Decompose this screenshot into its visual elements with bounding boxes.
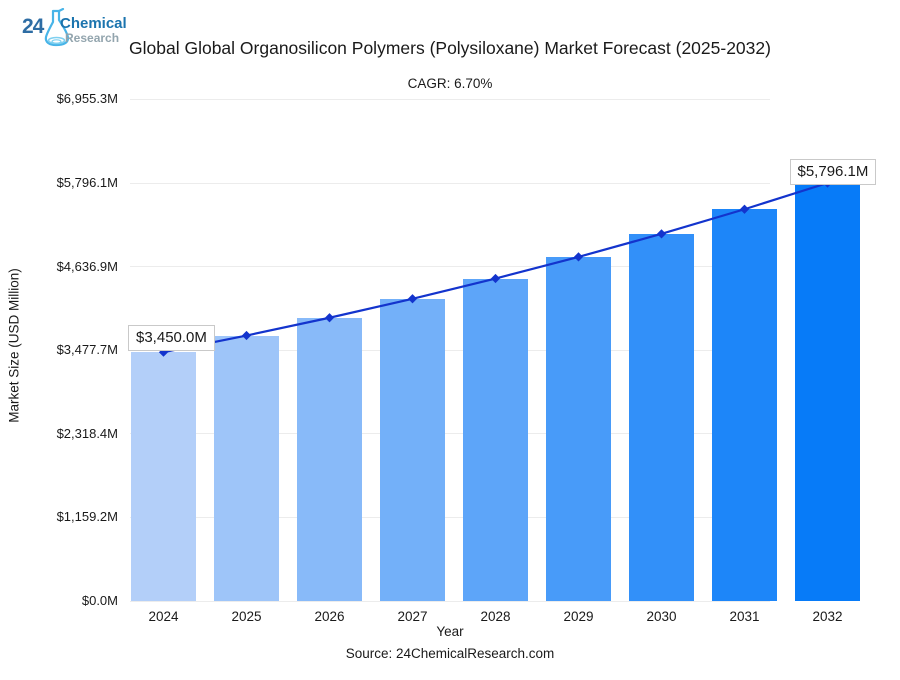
trend-line — [163, 181, 828, 354]
bar-2028 — [463, 278, 528, 601]
bar-2029 — [546, 256, 611, 601]
source-caption: Source: 24ChemicalResearch.com — [345, 646, 555, 661]
data-point-marker — [241, 330, 252, 341]
y-tick-label: $1,159.2M — [56, 509, 118, 525]
value-annotation: $5,796.1M — [789, 159, 877, 185]
grid-line — [130, 98, 770, 100]
y-tick-label: $6,955.3M — [56, 91, 118, 107]
x-tick-label: 2024 — [148, 609, 179, 624]
grid-line — [130, 266, 770, 268]
x-tick-label: 2028 — [480, 609, 511, 624]
bar-2026 — [297, 317, 362, 601]
x-tick-label: 2026 — [314, 609, 345, 624]
logo-research-text: Research — [65, 31, 120, 45]
y-tick-label: $0.0M — [81, 593, 118, 608]
grid-line — [130, 433, 770, 435]
x-tick-label: 2025 — [231, 609, 262, 624]
x-tick-label: 2029 — [563, 609, 594, 624]
data-point-marker — [407, 294, 418, 304]
y-tick-label: $2,318.4M — [56, 425, 118, 441]
grid-line — [130, 349, 770, 351]
chart-subtitle: CAGR: 6.70% — [407, 76, 493, 91]
data-point-marker — [324, 313, 335, 323]
data-point-marker — [739, 204, 750, 214]
bar-2024 — [131, 352, 196, 601]
data-point-marker — [490, 273, 501, 284]
x-tick-label: 2027 — [397, 609, 428, 624]
data-point-marker — [573, 252, 584, 262]
logo-24-text: 24 — [22, 15, 44, 38]
x-tick-label: 2031 — [729, 609, 760, 624]
bar-2025 — [214, 335, 279, 601]
flask-icon — [42, 7, 72, 53]
grid-line — [130, 600, 770, 602]
y-tick-label: $3,477.7M — [56, 342, 118, 358]
logo: 24 Chemical Research — [20, 7, 140, 49]
trend-line-layer — [158, 178, 833, 357]
y-tick-label: $4,636.9M — [56, 258, 118, 274]
x-axis-label: Year — [436, 624, 464, 639]
bar-2027 — [380, 298, 445, 601]
bar-2030 — [629, 233, 694, 601]
value-annotation: $3,450.0M — [128, 325, 215, 352]
chart-title: Global Global Organosilicon Polymers (Po… — [129, 38, 771, 58]
x-tick-label: 2030 — [646, 609, 677, 624]
bar-2032 — [795, 183, 860, 601]
logo-chemical-text: Chemical — [60, 15, 127, 32]
bar-2031 — [712, 209, 777, 601]
data-point-marker — [656, 229, 667, 239]
y-tick-label: $5,796.1M — [56, 175, 118, 190]
grid-line — [130, 516, 770, 518]
x-tick-label: 2032 — [812, 609, 843, 624]
plot-area: $0.0M $1,159.2M $2,318.4M $3,477.7M $4,636.9… — [57, 90, 877, 624]
grid-line — [130, 182, 770, 184]
